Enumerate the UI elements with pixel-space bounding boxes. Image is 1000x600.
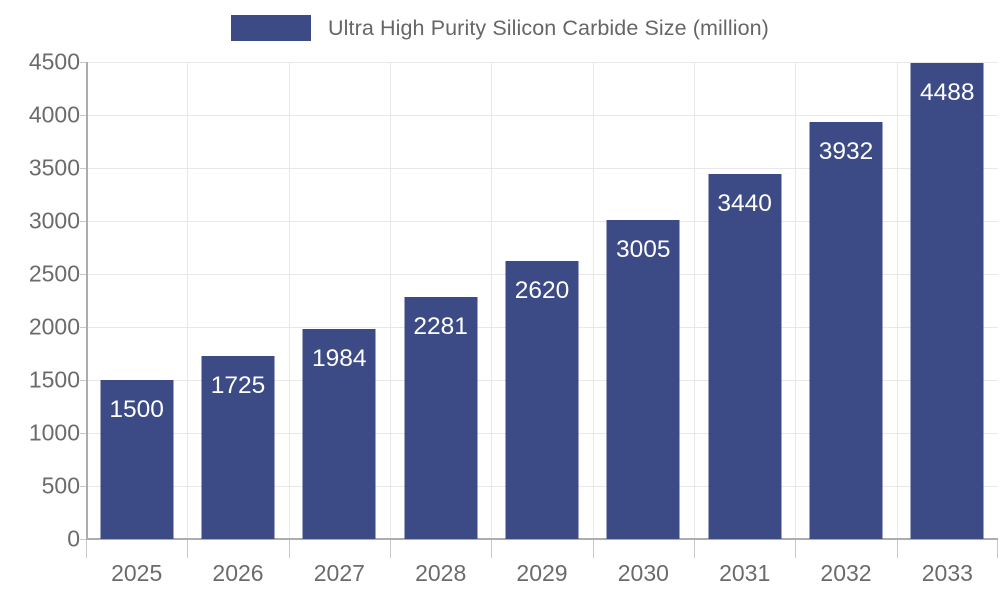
y-axis-tick-label: 4000 <box>28 101 80 128</box>
bar[interactable]: 2620 <box>505 261 579 539</box>
bar-value-label: 3440 <box>717 190 772 218</box>
bar[interactable]: 4488 <box>910 63 984 539</box>
y-axis-tick-mark <box>80 433 87 434</box>
y-axis: 0 500 1000 1500 2000 2500 3000 3500 4000 4500 <box>0 0 87 600</box>
bars-layer: 1500 1725 1984 2281 2620 3005 3440 3932 4488 <box>86 62 998 539</box>
gridline-vertical <box>187 62 189 539</box>
bar-group: 1500 <box>86 62 187 539</box>
y-axis-tick-label: 2500 <box>28 260 80 287</box>
bar[interactable]: 1984 <box>302 328 376 539</box>
y-axis-tick-label: 3500 <box>28 154 80 181</box>
y-axis-tick-mark <box>80 62 87 63</box>
bar-group: 3932 <box>795 62 896 539</box>
x-axis-tick-label: 2032 <box>820 560 872 586</box>
x-axis-tick-mark <box>288 540 290 558</box>
x-axis-tick-label: 2027 <box>313 560 365 586</box>
x-axis-tick-label: 2031 <box>719 560 771 586</box>
y-axis-tick-mark <box>80 327 87 328</box>
gridline-vertical <box>896 62 898 539</box>
bar-group: 1984 <box>289 62 390 539</box>
gridline-vertical <box>491 62 493 539</box>
gridline-vertical <box>390 62 391 539</box>
bar-group: 2281 <box>390 62 491 539</box>
y-axis-tick-label: 500 <box>41 472 80 499</box>
y-axis-tick-label: 0 <box>67 525 80 552</box>
y-axis-tick-mark <box>80 274 87 275</box>
bar-value-label: 2281 <box>413 313 468 341</box>
bar-value-label: 4488 <box>920 79 975 107</box>
x-axis-tick-mark <box>390 540 391 558</box>
x-axis-tick-mark <box>592 540 594 558</box>
gridline-vertical <box>795 62 797 539</box>
y-axis-tick-mark <box>80 115 87 116</box>
x-axis-spine <box>86 538 998 540</box>
y-axis-spine <box>86 62 88 539</box>
gridline-horizontal <box>86 221 998 222</box>
gridline-vertical <box>592 62 594 539</box>
y-axis-tick-mark <box>80 380 87 381</box>
y-axis-tick-mark <box>80 221 87 222</box>
bar-group: 3005 <box>593 62 694 539</box>
x-axis-tick-label: 2025 <box>111 560 163 586</box>
legend-color-swatch <box>231 15 312 41</box>
legend-item-label: Ultra High Purity Silicon Carbide Size (… <box>328 15 769 40</box>
x-axis-tick-mark <box>896 540 898 558</box>
x-axis: 2025 2026 2027 2028 2029 2030 2031 2032 2033 <box>86 540 998 600</box>
bar-group: 3440 <box>694 62 795 539</box>
y-axis-tick-label: 2000 <box>28 313 80 340</box>
x-axis-tick-mark <box>694 540 695 558</box>
bar-group: 1725 <box>187 62 288 539</box>
bar-value-label: 3932 <box>818 138 874 166</box>
bar[interactable]: 1500 <box>100 380 174 539</box>
y-axis-tick-label: 1500 <box>28 366 80 393</box>
bar-value-label: 3005 <box>616 236 671 264</box>
x-axis-tick-label: 2033 <box>921 560 973 586</box>
bar-group: 4488 <box>897 62 998 539</box>
x-axis-tick-mark <box>997 540 998 558</box>
y-axis-tick-mark <box>80 486 87 487</box>
bar-value-label: 2620 <box>514 277 570 305</box>
x-axis-tick-mark <box>187 540 189 558</box>
gridline-horizontal <box>86 115 998 116</box>
y-axis-tick-label: 4500 <box>28 48 80 75</box>
x-axis-tick-label: 2029 <box>516 560 568 586</box>
gridline-horizontal <box>86 62 998 63</box>
bar[interactable]: 3005 <box>606 220 680 539</box>
gridline-vertical <box>288 62 290 539</box>
x-axis-tick-label: 2026 <box>212 560 264 586</box>
legend-item[interactable]: Ultra High Purity Silicon Carbide Size (… <box>231 15 769 41</box>
y-axis-tick-mark <box>80 539 87 540</box>
bar-group: 2620 <box>491 62 592 539</box>
gridline-horizontal <box>86 168 998 169</box>
y-axis-tick-mark <box>80 168 87 169</box>
x-axis-tick-label: 2028 <box>415 560 467 586</box>
bar-value-label: 1500 <box>109 396 164 423</box>
x-axis-tick-label: 2030 <box>617 560 669 586</box>
bar-value-label: 1984 <box>312 344 367 372</box>
bar[interactable]: 3932 <box>809 122 883 539</box>
bar[interactable]: 1725 <box>201 356 275 539</box>
x-axis-tick-mark <box>795 540 797 558</box>
chart-legend: Ultra High Purity Silicon Carbide Size (… <box>0 0 1000 56</box>
y-axis-tick-label: 3000 <box>28 207 80 234</box>
x-axis-tick-mark <box>86 540 87 558</box>
y-axis-tick-label: 1000 <box>28 419 80 446</box>
gridline-vertical <box>694 62 695 539</box>
x-axis-tick-mark <box>491 540 493 558</box>
bar[interactable]: 3440 <box>708 174 782 539</box>
bar[interactable]: 2281 <box>404 297 478 539</box>
bar-value-label: 1725 <box>210 372 266 400</box>
